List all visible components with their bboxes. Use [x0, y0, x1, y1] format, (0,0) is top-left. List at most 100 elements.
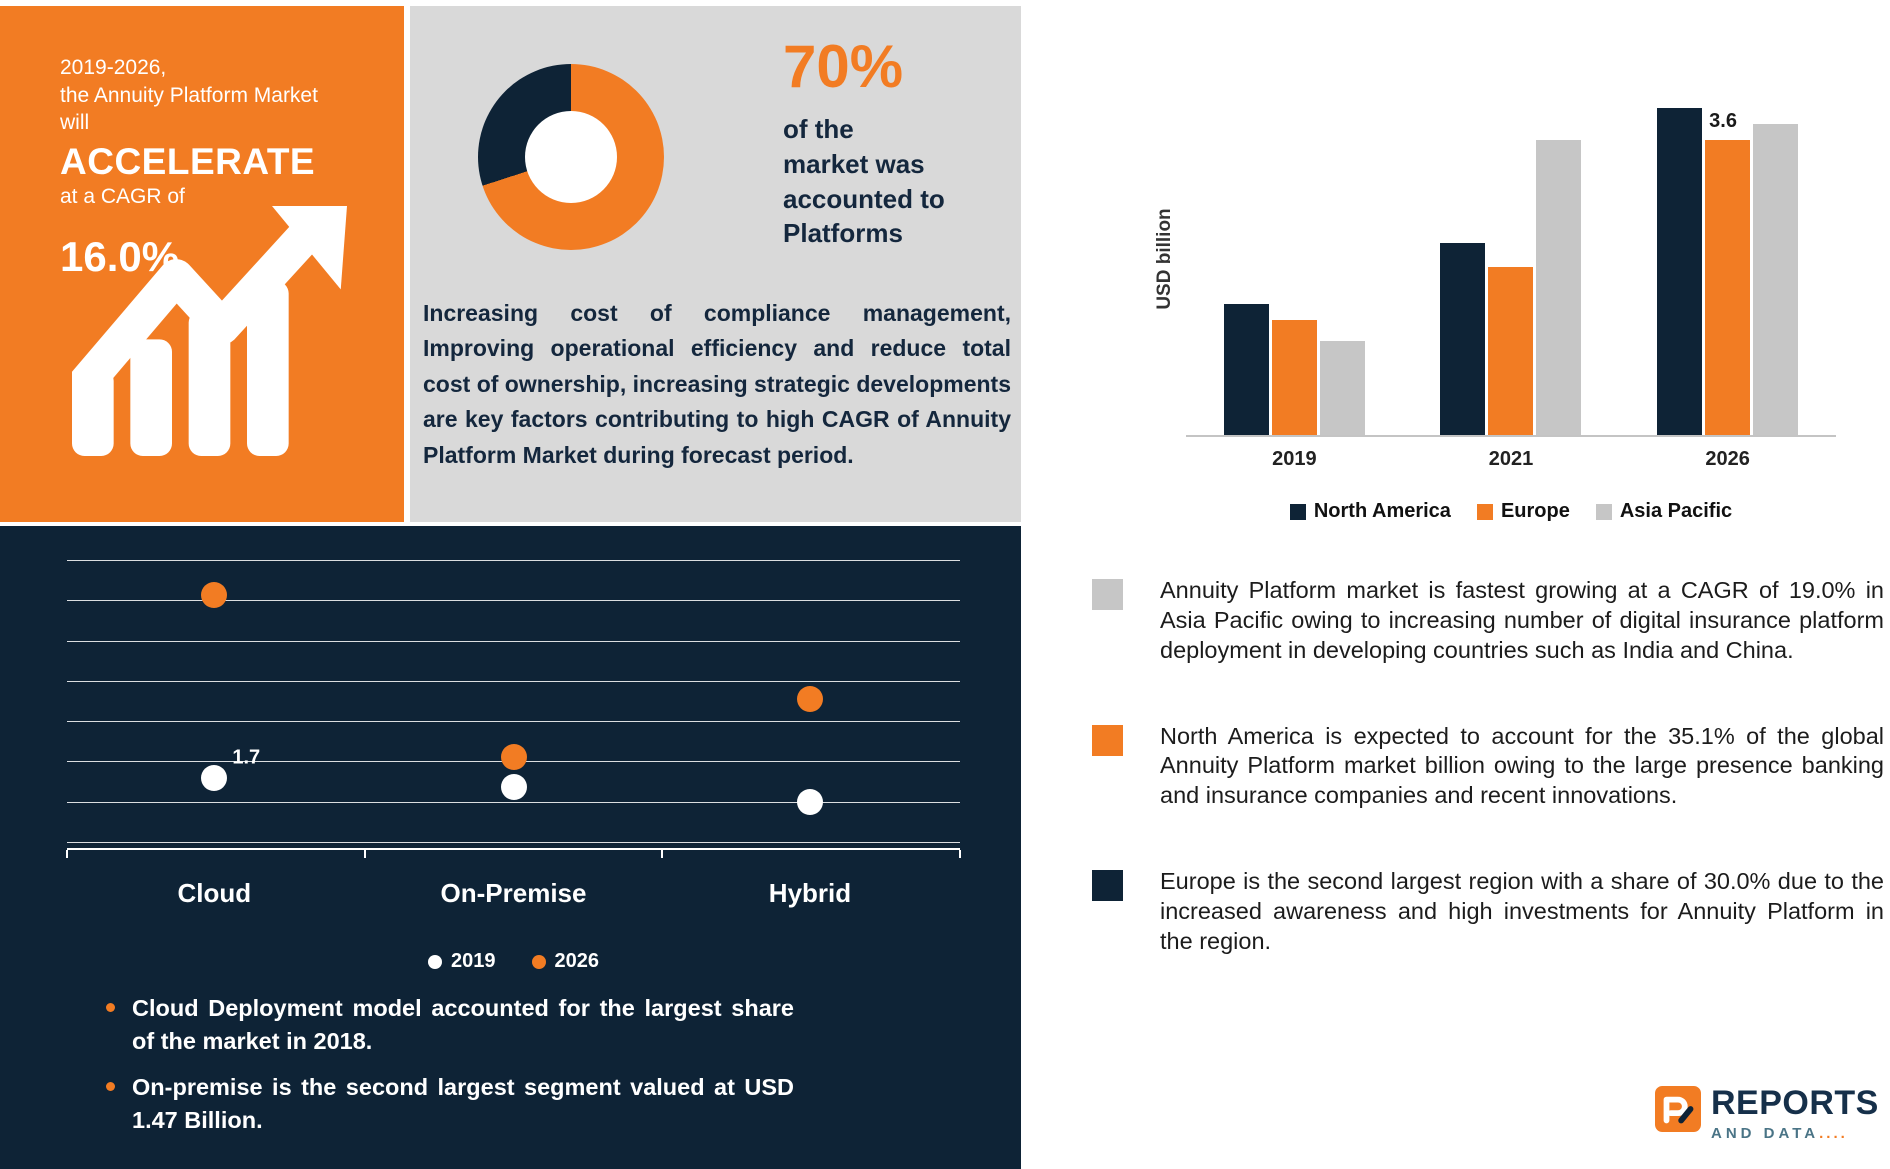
bar-chart-y-axis-label: USD billion — [1154, 208, 1175, 310]
insight-text: Annuity Platform market is fastest growi… — [1160, 577, 1884, 663]
bar-europe-2021 — [1488, 267, 1534, 435]
bar-data-label: 3.6 — [1709, 110, 1737, 132]
dotplot-gridline — [67, 641, 960, 642]
dot-data-label: 1.7 — [232, 746, 261, 769]
dot-2026-cloud — [201, 582, 228, 609]
bar-north-america-2026 — [1657, 108, 1703, 435]
bullet-cloud: Cloud Deployment model accounted for the… — [104, 992, 794, 1059]
axis-tick — [363, 850, 366, 858]
bar-category-label: 2026 — [1705, 448, 1750, 470]
deployment-bullets: Cloud Deployment model accounted for the… — [104, 992, 794, 1149]
bar-north-america-2021 — [1440, 243, 1486, 435]
bar-group-2019 — [1223, 304, 1365, 435]
logo-icon — [1655, 1086, 1701, 1132]
dot-2019-cloud — [201, 764, 228, 791]
bar-wrap — [1319, 341, 1365, 435]
bar-category-label: 2021 — [1488, 448, 1534, 470]
deployment-dot-plot: 1.7 — [66, 560, 961, 858]
dotplot-category-label: Hybrid — [768, 878, 852, 908]
dotplot-gridline — [67, 721, 960, 722]
axis-tick — [661, 850, 664, 858]
bar-wrap — [1536, 140, 1582, 435]
bar-wrap — [1488, 267, 1534, 435]
platforms-caption: of the market was accounted to Platforms — [783, 114, 945, 249]
bar-wrap — [1753, 124, 1799, 435]
dotplot-category-label: On-Premise — [440, 878, 587, 908]
legend-swatch — [1476, 503, 1493, 520]
bar-group-2021 — [1440, 140, 1582, 435]
axis-tick — [66, 850, 68, 858]
legend-label: 2026 — [554, 950, 600, 972]
legend-item-north-america: North America — [1289, 500, 1451, 523]
bar-chart-category-axis: 2019 2021 2026 — [1186, 448, 1836, 471]
bar-wrap — [1440, 243, 1486, 435]
logo-name: REPORTS — [1711, 1084, 1879, 1122]
platforms-percent: 70% — [783, 33, 904, 100]
legend-label: 2019 — [451, 950, 496, 972]
north-america-swatch — [1092, 724, 1123, 756]
bar-north-america-2019 — [1223, 304, 1269, 435]
bar-wrap: 3.6 — [1705, 110, 1751, 435]
bar-asia-pacific-2019 — [1319, 341, 1365, 435]
platforms-panel: 70% of the market was accounted to Platf… — [410, 6, 1021, 522]
logo-text: REPORTS AND DATA.... — [1711, 1086, 1879, 1142]
dotplot-gridline — [67, 560, 960, 561]
bar-asia-pacific-2021 — [1536, 140, 1582, 435]
bar-chart-legend: North America Europe Asia Pacific — [1186, 500, 1836, 523]
accelerate-headline: ACCELERATE — [60, 141, 316, 183]
accelerate-panel: 2019-2026, the Annuity Platform Market w… — [0, 6, 404, 522]
cagr-label: at a CAGR of — [60, 185, 185, 209]
legend-label: Asia Pacific — [1619, 500, 1733, 522]
legend-item-asia-pacific: Asia Pacific — [1595, 500, 1733, 523]
legend-swatch — [428, 954, 442, 969]
logo-tagline: AND DATA.... — [1711, 1125, 1879, 1142]
regional-bar-chart: 3.6 — [1186, 85, 1836, 437]
deployment-panel: 1.7 Cloud On-Premise Hybrid 2019 2026 Cloud… — [0, 526, 1021, 1169]
legend-label: Europe — [1500, 500, 1570, 522]
forecast-period-text: 2019-2026, the Annuity Platform Market w… — [60, 56, 318, 135]
bullet-on-premise: On-premise is the second largest segment… — [104, 1071, 794, 1138]
market-drivers-paragraph: Increasing cost of compliance management… — [423, 300, 1011, 468]
bar-category-label: 2019 — [1272, 448, 1317, 470]
bar-wrap — [1657, 108, 1703, 435]
insight-europe: Europe is the second largest region with… — [1092, 867, 1884, 957]
dot-2019-on-premise — [500, 774, 527, 801]
bar-group-2026: 3.6 — [1657, 108, 1799, 435]
legend-swatch — [531, 954, 546, 969]
bar-wrap — [1271, 320, 1317, 435]
dotplot-gridline — [67, 681, 960, 682]
growth-arrow-icon — [72, 206, 347, 456]
legend-swatch — [1595, 503, 1612, 520]
europe-swatch — [1092, 870, 1123, 902]
bar-europe-2019 — [1271, 320, 1317, 435]
legend-label: North America — [1313, 500, 1451, 522]
regional-insights: Annuity Platform market is fastest growi… — [1092, 576, 1884, 1013]
dot-plot-legend: 2019 2026 — [67, 950, 960, 973]
logo-tagline-text: AND DATA — [1711, 1125, 1820, 1142]
insight-text: Europe is the second largest region with… — [1160, 868, 1884, 954]
dot-2026-on-premise — [500, 743, 527, 770]
legend-item-europe: Europe — [1476, 500, 1570, 523]
insight-text: North America is expected to account for… — [1160, 722, 1884, 809]
bar-asia-pacific-2026 — [1753, 124, 1799, 435]
dotplot-gridline — [67, 600, 960, 601]
reports-and-data-logo: REPORTS AND DATA.... — [1655, 1086, 1879, 1142]
legend-item-2019: 2019 — [428, 950, 496, 973]
dot-plot-category-axis: Cloud On-Premise Hybrid — [67, 878, 960, 912]
dot-2019-hybrid — [796, 789, 823, 816]
donut-chart — [478, 64, 664, 250]
logo-dots: .... — [1819, 1125, 1848, 1142]
bar-europe-2026 — [1705, 140, 1751, 435]
insight-north-america: North America is expected to account for… — [1092, 722, 1884, 812]
dotplot-gridline — [67, 842, 960, 843]
dot-2026-hybrid — [796, 685, 823, 712]
asia-pacific-swatch — [1092, 579, 1123, 610]
axis-tick — [959, 850, 961, 858]
insight-asia-pacific: Annuity Platform market is fastest growi… — [1092, 576, 1884, 666]
legend-swatch — [1289, 503, 1306, 520]
dotplot-category-label: Cloud — [177, 878, 252, 908]
legend-item-2026: 2026 — [531, 950, 600, 973]
dotplot-gridline — [67, 802, 960, 803]
bar-wrap — [1223, 304, 1269, 435]
